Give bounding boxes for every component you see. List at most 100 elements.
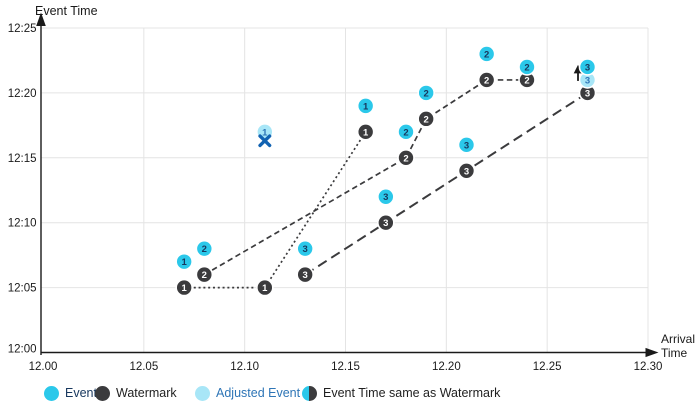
- y-tick-label: 12:10: [8, 218, 37, 230]
- tick-layer: 12:00 12:05 12:10 12:15 12:20 12:25 12.00 12.05…: [8, 23, 663, 373]
- event-marker-3: 3: [377, 187, 395, 206]
- watermark-number: 2: [403, 153, 408, 164]
- event-marker-1: 1: [356, 97, 375, 115]
- legend-split-icon: [302, 385, 317, 401]
- event-marker-2: 2: [477, 45, 496, 63]
- legend-label: Watermark: [116, 386, 177, 400]
- event-marker-2: 2: [397, 123, 415, 141]
- event-circle: [457, 136, 476, 154]
- watermark-number: 1: [363, 127, 369, 138]
- grid-layer: [41, 27, 649, 353]
- watermark-number: 3: [303, 270, 308, 281]
- event-circle: [296, 239, 314, 258]
- event-marker-1: 1: [175, 252, 193, 271]
- adjusted-marker-1: 1: [256, 123, 274, 148]
- watermark-marker-1: 1: [256, 278, 274, 297]
- x-tick-label: 12.00: [29, 361, 58, 373]
- watermark-number: 2: [202, 270, 207, 281]
- watermark-circle: [457, 161, 476, 180]
- watermark-circle: [477, 71, 496, 89]
- event-marker-2: 2: [417, 84, 435, 102]
- event-number: 2: [524, 62, 529, 73]
- watermark-marker-2: 2: [417, 110, 435, 128]
- event-number: 2: [403, 127, 408, 138]
- event-circle: [356, 97, 375, 115]
- event-circle: [477, 45, 496, 63]
- event-number: 2: [202, 244, 207, 255]
- watermark-line-3: [304, 92, 589, 276]
- watermark-marker-3: 3: [457, 161, 476, 180]
- watermark-number: 2: [524, 75, 529, 86]
- event-circle: [518, 58, 536, 76]
- watermark-circle: [397, 149, 415, 167]
- event-number: 2: [424, 88, 429, 99]
- watermark-circle: [175, 278, 193, 297]
- event-number: 1: [363, 101, 369, 112]
- x-axis-title-line2: Time: [661, 346, 688, 360]
- event-number: 3: [585, 62, 590, 73]
- legend-watermark-icon: [95, 385, 110, 401]
- event-marker-3: 3: [296, 239, 314, 258]
- event-number: 2: [484, 49, 489, 60]
- legend-label: Event Time same as Watermark: [323, 386, 501, 400]
- legend-item-watermark: Watermark: [95, 384, 177, 402]
- legend: Event Watermark Adjusted Event Event Time s…: [0, 384, 696, 402]
- watermark-marker-1: 1: [175, 278, 193, 297]
- x-tick-label: 12.20: [432, 361, 461, 373]
- watermark-marker-1: 1: [356, 123, 375, 141]
- event-circle: [578, 58, 597, 76]
- watermark-circle: [417, 110, 435, 128]
- event-number: 1: [182, 257, 188, 268]
- watermark-marker-3: 3: [377, 213, 395, 232]
- event-number: 3: [464, 140, 469, 151]
- watermark-line-2: [203, 79, 527, 276]
- watermark-marker-2: 2: [397, 149, 415, 167]
- watermark-line-1: [184, 131, 367, 289]
- event-circle: [417, 84, 435, 102]
- event-number: 3: [383, 192, 388, 203]
- event-marker-3: 3: [578, 58, 597, 76]
- legend-event-icon: [44, 385, 59, 401]
- event-circle: [195, 239, 214, 258]
- x-tick-label: 12.05: [129, 361, 158, 373]
- legend-label: Adjusted Event: [216, 386, 301, 400]
- watermark-number: 2: [484, 75, 489, 86]
- axis-layer: [36, 12, 659, 358]
- legend-adjusted-icon: [195, 385, 210, 401]
- x-axis-arrowhead-icon: [645, 347, 659, 358]
- x-mark-icon: [258, 134, 272, 148]
- y-tick-label: 12:15: [8, 153, 37, 165]
- adjusted-number: 3: [585, 75, 590, 86]
- y-tick-label: 12:20: [8, 88, 37, 100]
- y-tick-label: 12:00: [8, 344, 37, 356]
- x-tick-label: 12.15: [331, 361, 360, 373]
- watermark-number: 3: [464, 166, 469, 177]
- event-circle: [377, 187, 395, 206]
- event-number: 3: [303, 244, 308, 255]
- x-axis-title-line1: Arrival: [661, 332, 695, 346]
- adjusted-number: 1: [262, 127, 268, 138]
- event-marker-2: 2: [518, 58, 536, 76]
- y-axis-arrowhead-icon: [36, 12, 46, 26]
- watermark-circle: [356, 123, 375, 141]
- watermark-number: 1: [182, 283, 188, 294]
- watermark-marker-2: 2: [195, 265, 214, 284]
- marker-layer: 1 1 1 2 2 2 2 2 3 3 3 3 1 3 1 1 2 2 2 2 2 3 3 3 3: [175, 45, 597, 297]
- watermark-marker-3: 3: [296, 265, 314, 284]
- event-circle: [397, 123, 415, 141]
- event-marker-2: 2: [195, 239, 214, 258]
- watermark-number: 3: [585, 88, 590, 99]
- y-tick-label: 12:05: [8, 283, 37, 295]
- watermark-circle: [256, 278, 274, 297]
- watermark-number: 3: [383, 218, 388, 229]
- legend-item-split: Event Time same as Watermark: [302, 384, 500, 402]
- legend-item-event: Event: [44, 384, 97, 402]
- watermark-circle: [296, 265, 314, 284]
- watermark-number: 2: [424, 114, 429, 125]
- x-tick-label: 12.30: [634, 361, 663, 373]
- event-marker-3: 3: [457, 136, 476, 154]
- y-axis-title: Event Time: [35, 4, 98, 18]
- legend-label: Event: [65, 386, 97, 400]
